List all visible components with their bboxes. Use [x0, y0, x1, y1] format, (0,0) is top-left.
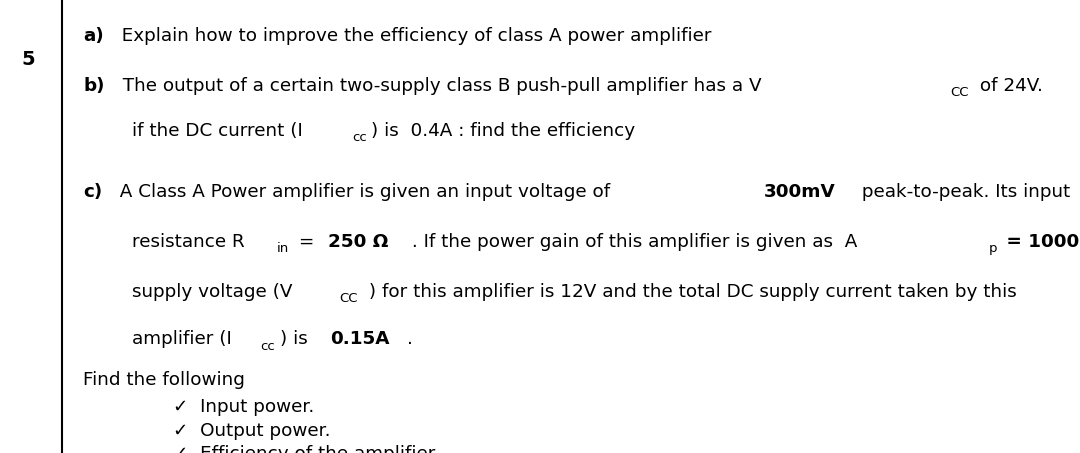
Text: Find the following: Find the following: [83, 371, 245, 389]
Text: cc: cc: [352, 131, 367, 145]
Text: amplifier (I: amplifier (I: [132, 330, 231, 348]
Text: p: p: [988, 242, 997, 255]
Text: ✓  Output power.: ✓ Output power.: [173, 422, 330, 440]
Text: of 24V.: of 24V.: [974, 77, 1043, 95]
Text: in: in: [278, 242, 289, 255]
Text: .: .: [407, 330, 414, 348]
Text: . If the power gain of this amplifier is given as  A: . If the power gain of this amplifier is…: [406, 233, 858, 251]
Text: ) is  0.4A : find the efficiency: ) is 0.4A : find the efficiency: [372, 122, 635, 140]
Text: ✓  Input power.: ✓ Input power.: [173, 398, 314, 416]
Text: CC: CC: [339, 292, 357, 305]
Text: 0.15A: 0.15A: [330, 330, 390, 348]
Text: ✓  Efficiency of the amplifier: ✓ Efficiency of the amplifier: [173, 445, 435, 453]
Text: if the DC current (I: if the DC current (I: [132, 122, 302, 140]
Text: a): a): [83, 27, 104, 45]
Text: A Class A Power amplifier is given an input voltage of: A Class A Power amplifier is given an in…: [108, 183, 616, 201]
Text: ) for this amplifier is 12V and the total DC supply current taken by this: ) for this amplifier is 12V and the tota…: [363, 283, 1016, 301]
Text: =: =: [293, 233, 321, 251]
Text: c): c): [83, 183, 103, 201]
Text: The output of a certain two-supply class B push-pull amplifier has a V: The output of a certain two-supply class…: [111, 77, 761, 95]
Text: resistance R: resistance R: [132, 233, 244, 251]
Text: = 10000,: = 10000,: [999, 233, 1080, 251]
Text: ) is: ) is: [280, 330, 319, 348]
Text: 5: 5: [22, 50, 36, 69]
Text: b): b): [83, 77, 105, 95]
Text: supply voltage (V: supply voltage (V: [132, 283, 293, 301]
Text: cc: cc: [260, 340, 275, 353]
Text: 300mV: 300mV: [764, 183, 835, 201]
Text: CC: CC: [950, 86, 969, 99]
Text: Explain how to improve the efficiency of class A power amplifier: Explain how to improve the efficiency of…: [110, 27, 712, 45]
Text: 250 Ω: 250 Ω: [328, 233, 389, 251]
Text: peak-to-peak. Its input: peak-to-peak. Its input: [856, 183, 1070, 201]
